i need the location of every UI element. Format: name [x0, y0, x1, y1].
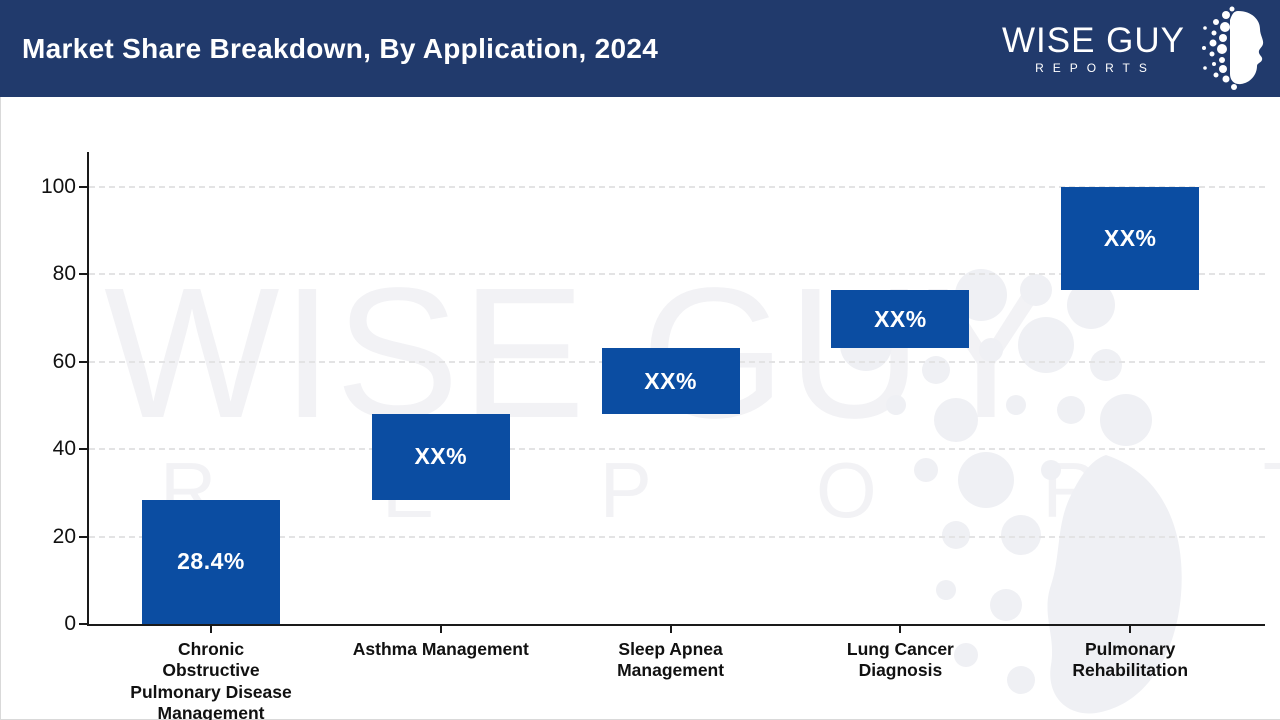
y-axis-tick — [79, 360, 88, 363]
logo-subtitle: REPORTS — [1035, 61, 1156, 75]
y-axis-tick-label: 80 — [52, 262, 76, 285]
y-axis — [87, 152, 89, 626]
x-axis-tick — [1129, 626, 1132, 633]
chart-canvas: WISE GUY R E P O R T S 02040608010028.4%… — [0, 97, 1280, 720]
y-axis-tick — [79, 448, 88, 450]
x-axis — [87, 624, 1265, 626]
gridline — [89, 273, 1265, 275]
header-bar: Market Share Breakdown, By Application, … — [0, 0, 1280, 97]
x-axis-tick — [439, 626, 442, 633]
gridline — [89, 185, 1265, 188]
y-axis-tick-label: 0 — [64, 612, 76, 635]
bar-value-label: XX% — [874, 305, 927, 332]
y-axis-tick-label: 100 — [40, 174, 76, 198]
x-axis-tick — [899, 626, 902, 633]
bar-segment: XX% — [601, 348, 740, 414]
category-label: Chronic Obstructive Pulmonary Disease Ma… — [130, 639, 292, 720]
x-axis-tick — [669, 626, 672, 633]
category-label: Pulmonary Rehabilitation — [1072, 639, 1189, 681]
gridline — [89, 535, 1265, 538]
bar-value-label: XX% — [644, 367, 697, 394]
chart-title: Market Share Breakdown, By Application, … — [22, 32, 659, 64]
bar-value-label: 28.4% — [177, 548, 245, 575]
logo-text: WISE GUY REPORTS — [1002, 23, 1185, 74]
category-label: Sleep Apnea Management — [617, 639, 725, 681]
bar-segment: XX% — [371, 414, 510, 500]
bar-segment: XX% — [1061, 186, 1200, 291]
watermark-head-icon — [840, 269, 1182, 714]
y-axis-tick-label: 40 — [52, 437, 76, 460]
gridline — [89, 448, 1265, 450]
logo-wordmark: WISE GUY — [1001, 21, 1185, 60]
bar-value-label: XX% — [414, 443, 468, 470]
y-axis-tick — [79, 273, 88, 275]
watermark-text: WISE GUY — [104, 250, 1051, 457]
bar-segment: XX% — [831, 290, 970, 349]
y-axis-tick — [79, 623, 88, 625]
category-label: Asthma Management — [352, 639, 529, 659]
x-axis-tick — [210, 626, 212, 633]
wise-guy-logo: WISE GUY REPORTS — [1002, 6, 1266, 92]
category-label: Lung Cancer Diagnosis — [846, 639, 954, 681]
y-axis-tick-label: 60 — [52, 349, 76, 373]
y-axis-tick — [79, 535, 88, 538]
bar-segment: 28.4% — [142, 499, 280, 624]
bar-value-label: XX% — [1103, 224, 1157, 251]
y-axis-tick-label: 20 — [52, 524, 76, 548]
y-axis-tick — [79, 185, 88, 188]
wise-guy-logo-head-icon — [1202, 6, 1264, 90]
